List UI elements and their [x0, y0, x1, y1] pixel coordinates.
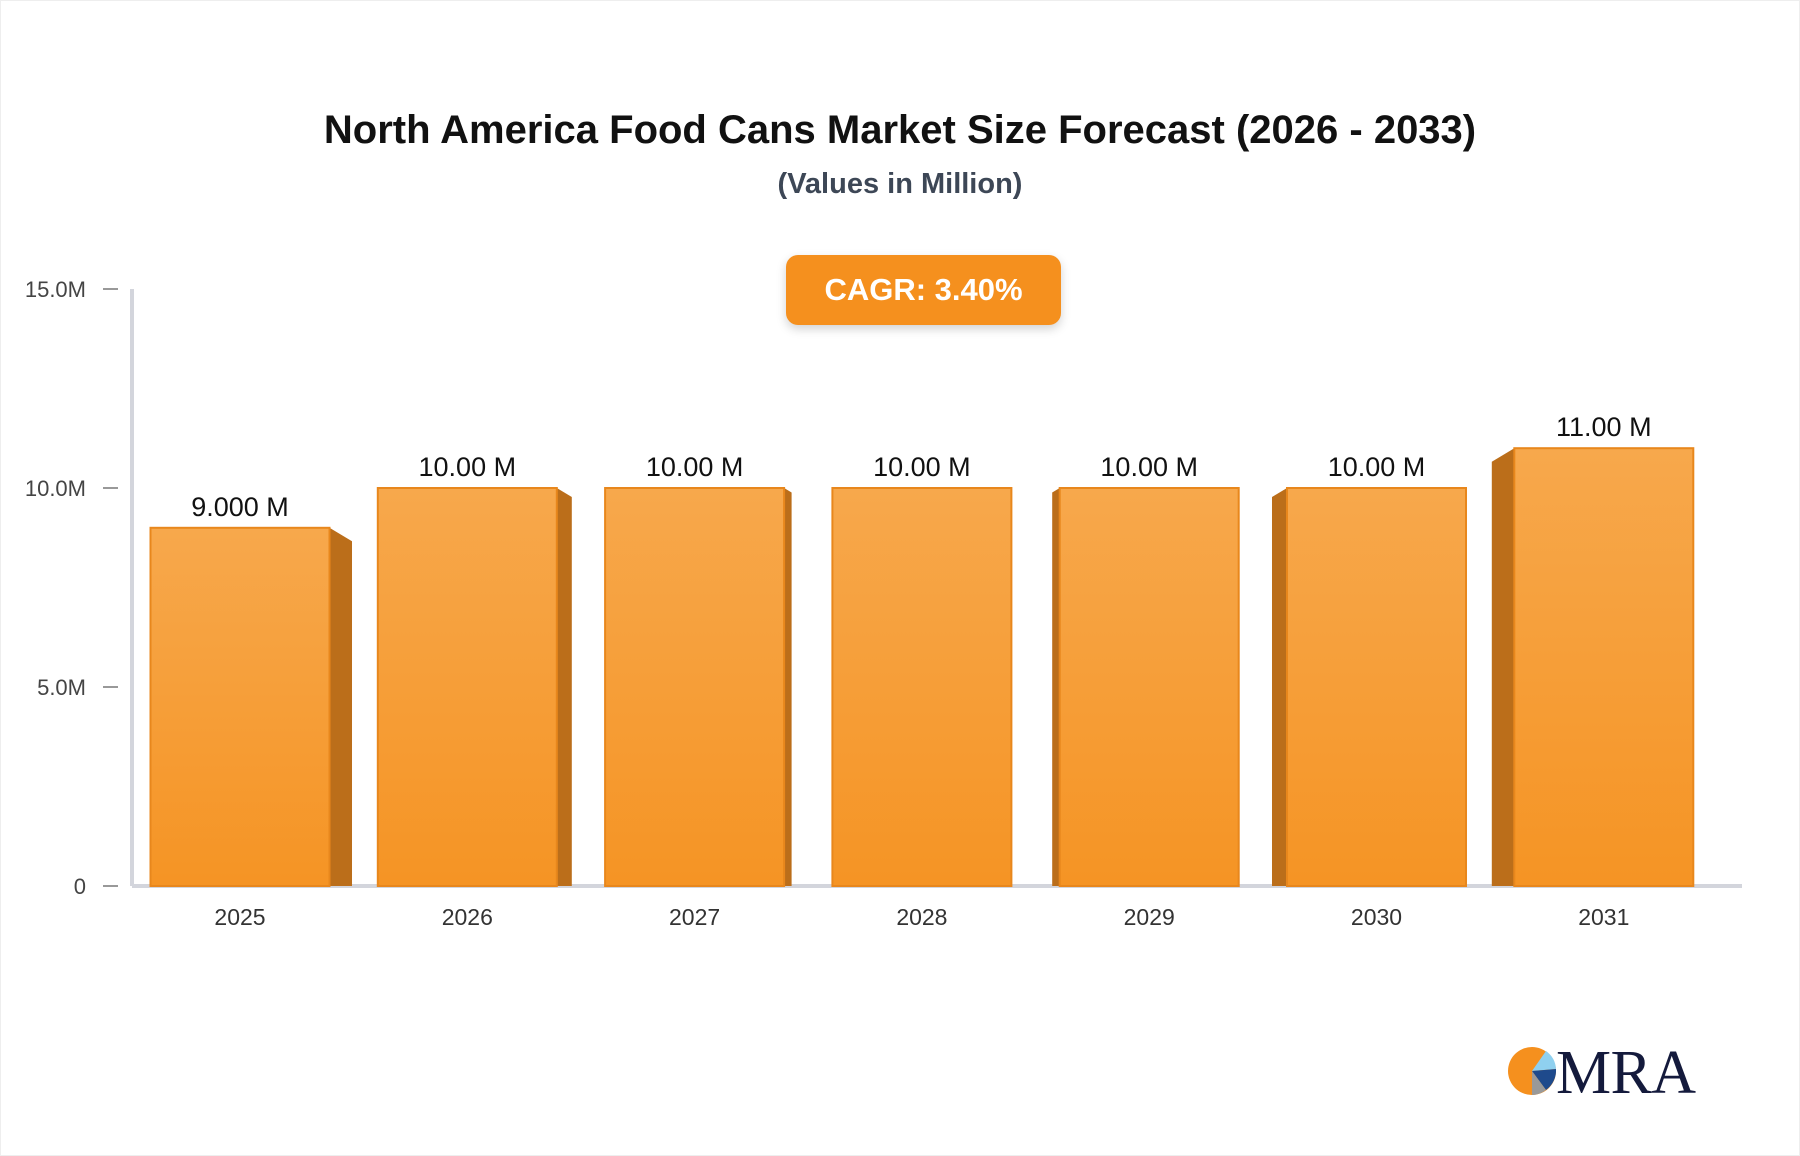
chart-subtitle: (Values in Million): [777, 168, 1023, 200]
bar: [1058, 487, 1240, 887]
x-tick-label: 2025: [214, 904, 265, 930]
x-tick-label: 2026: [442, 904, 493, 930]
mra-logo: MRA: [1508, 1039, 1696, 1107]
data-label: 10.00 M: [419, 452, 517, 482]
bar: [149, 526, 331, 887]
data-label: 9.000 M: [191, 492, 289, 522]
y-tick-label: 15.0M: [25, 277, 86, 302]
y-tick-label: 10.0M: [25, 476, 86, 501]
bar-side: [329, 527, 353, 886]
bar-side: [1052, 488, 1060, 886]
x-tick-label: 2028: [896, 904, 947, 930]
chart-title: North America Food Cans Market Size Fore…: [323, 108, 1477, 152]
bar-side: [1271, 488, 1287, 886]
data-label: 10.00 M: [873, 452, 971, 482]
bar: [831, 487, 1013, 887]
bar-side: [556, 488, 572, 886]
x-tick-label: 2030: [1351, 904, 1402, 930]
cagr-badge: CAGR: 3.40%: [786, 255, 1061, 325]
data-label: 11.00 M: [1556, 412, 1652, 442]
logo-text: MRA: [1556, 1039, 1696, 1107]
bar: [376, 487, 558, 887]
y-tick-label: 0: [74, 874, 86, 899]
bar-side: [784, 488, 792, 886]
bar: [1286, 487, 1467, 887]
y-tick-label: 5.0M: [37, 675, 86, 700]
bar: [1513, 447, 1695, 887]
data-label: 10.00 M: [646, 452, 744, 482]
x-tick-label: 2027: [669, 904, 720, 930]
x-tick-label: 2031: [1578, 904, 1629, 930]
data-label: 10.00 M: [1328, 452, 1426, 482]
bar: [604, 487, 786, 887]
x-tick-label: 2029: [1124, 904, 1175, 930]
bar-side: [1491, 448, 1515, 886]
data-label: 10.00 M: [1100, 452, 1198, 482]
